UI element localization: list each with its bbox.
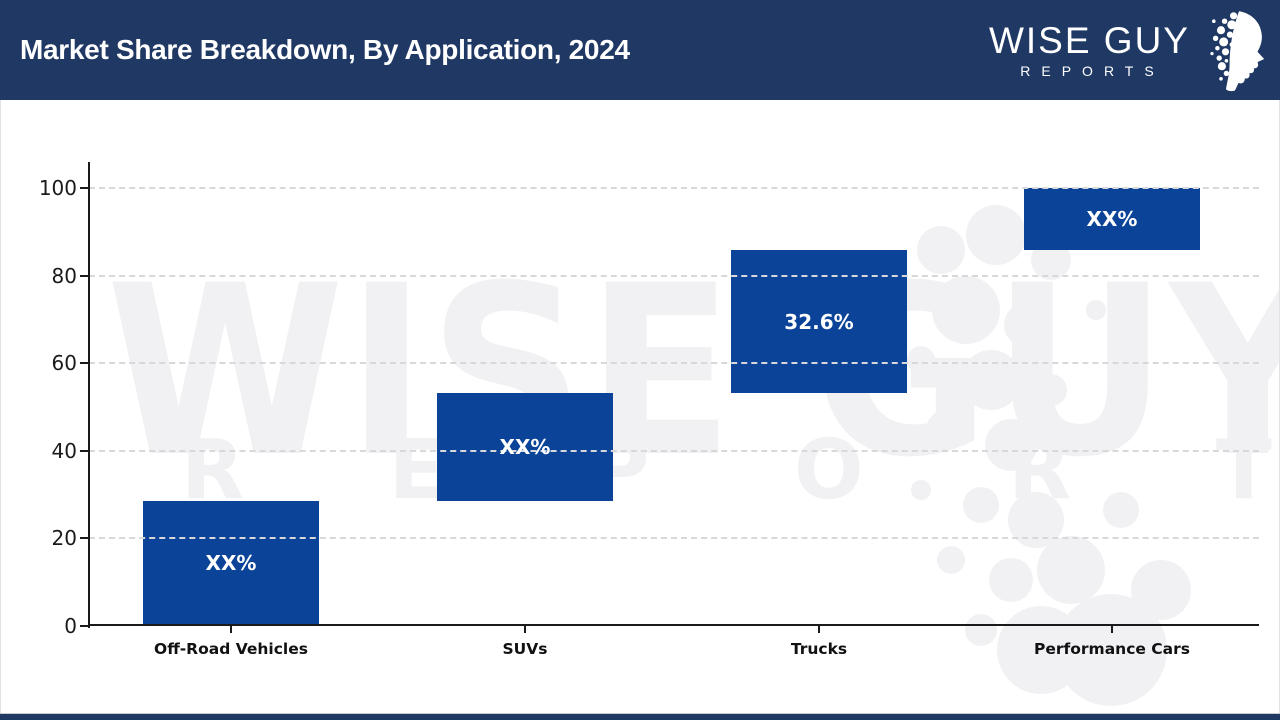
bar-value-label: XX% (1086, 207, 1138, 232)
y-tick-label: 20 (51, 526, 77, 551)
watermark-subtitle: R E P O R T S (181, 423, 1279, 518)
bar-value-label: XX% (205, 551, 257, 576)
dotted-head-profile-icon (1210, 11, 1265, 92)
x-axis-spine (88, 624, 1259, 626)
footer-accent-bar (0, 714, 1280, 720)
bar-trucks (731, 250, 907, 393)
y-axis-spine (88, 162, 90, 628)
bar-suvs (437, 392, 613, 501)
x-tick-label: Trucks (790, 640, 848, 658)
bar-value-label: XX% (499, 434, 551, 459)
y-tick-mark (80, 187, 89, 189)
wise-guy-reports-logo: WISE GUY REPORTS (989, 8, 1280, 92)
logo-text: WISE GUY REPORTS (988, 19, 1190, 79)
x-tick-mark (818, 626, 820, 633)
y-tick-label: 40 (51, 438, 77, 463)
y-tick-label: 60 (51, 351, 77, 376)
x-tick-label: Off-Road Vehicles (154, 640, 308, 658)
gridline-60 (89, 362, 1259, 365)
chart-canvas: WISE GUY R E P O R T S (0, 100, 1280, 713)
y-tick-mark (80, 537, 89, 540)
header-banner: Market Share Breakdown, By Application, … (0, 0, 1280, 100)
gridline-20 (89, 537, 1259, 540)
bar-performance-cars (1024, 188, 1200, 251)
y-tick-label: 0 (64, 614, 77, 638)
bar-value-label: 32.6% (784, 309, 854, 334)
x-tick-mark (524, 626, 526, 633)
bar-off-road-vehicles (143, 500, 319, 626)
y-tick-mark (80, 362, 89, 365)
logo-subtitle: REPORTS (1020, 62, 1165, 79)
x-tick-label: SUVs (502, 640, 548, 658)
x-tick-mark (230, 626, 232, 633)
logo-wordmark: WISE GUY (988, 19, 1190, 61)
y-tick-label: 100 (38, 176, 77, 200)
y-tick-mark (80, 449, 89, 452)
y-tick-mark (80, 625, 89, 627)
footer-divider (0, 713, 1280, 714)
y-tick-mark (80, 274, 89, 277)
page-title: Market Share Breakdown, By Application, … (20, 34, 630, 65)
gridline-40 (89, 449, 1259, 452)
y-tick-label: 80 (51, 263, 77, 288)
gridline-80 (89, 274, 1259, 277)
gridline-100 (89, 187, 1259, 189)
x-tick-mark (1111, 626, 1113, 633)
x-tick-label: Performance Cars (1034, 640, 1190, 658)
watermark-wordmark: WISE GUY (106, 236, 1279, 509)
plot-area: WISE GUY R E P O R T S (1, 100, 1279, 713)
